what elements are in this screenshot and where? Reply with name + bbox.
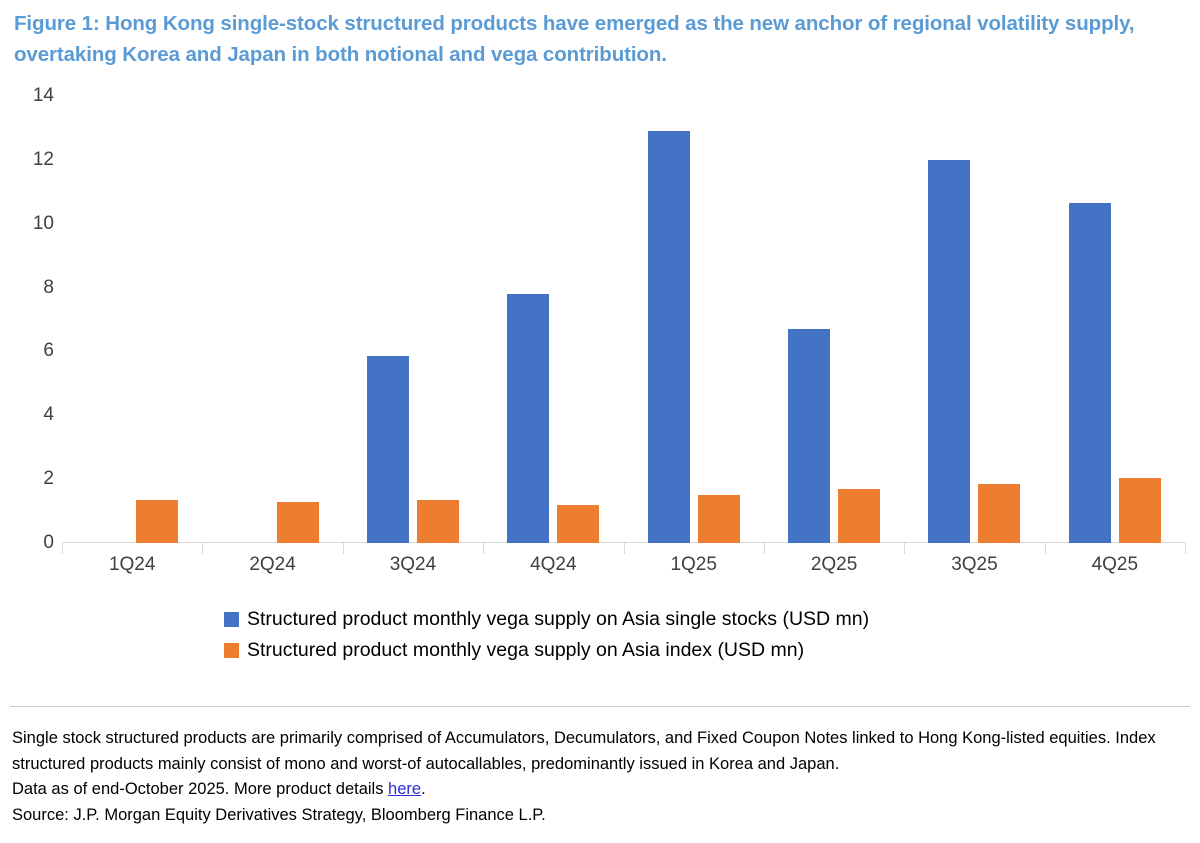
- bar-single-stocks-3Q24: [366, 356, 409, 543]
- y-tick-label: 8: [43, 276, 54, 298]
- bar-index-1Q25: [697, 495, 740, 543]
- x-axis-tick-mark: [904, 543, 906, 554]
- bar-index-1Q24: [136, 499, 179, 543]
- y-tick-label: 4: [43, 404, 54, 426]
- chart-legend: Structured product monthly vega supply o…: [0, 608, 1200, 670]
- x-tick-label-2Q24: 2Q24: [249, 554, 296, 575]
- footnote-description: Single stock structured products are pri…: [12, 729, 1156, 773]
- y-tick-label: 14: [32, 85, 54, 106]
- bar-index-3Q24: [416, 499, 459, 543]
- x-axis-tick-mark: [1044, 543, 1046, 554]
- bars-layer: [62, 96, 1186, 554]
- x-axis-tick-mark: [483, 543, 485, 554]
- bar-index-3Q25: [978, 483, 1021, 543]
- bar-index-4Q25: [1118, 477, 1161, 543]
- x-tick-label-1Q24: 1Q24: [108, 554, 156, 575]
- x-axis-tick-mark: [1185, 543, 1186, 554]
- legend-label-index: Structured product monthly vega supply o…: [247, 639, 805, 661]
- x-axis-tick-mark: [342, 543, 344, 554]
- x-tick-label-2Q25: 2Q25: [810, 554, 858, 575]
- x-tick-label-1Q25: 1Q25: [670, 554, 717, 575]
- bar-index-4Q24: [557, 504, 600, 543]
- bar-group: [483, 96, 623, 543]
- x-tick-label-4Q24: 4Q24: [530, 554, 577, 575]
- legend-swatch-icon-single-stocks: [224, 612, 239, 627]
- x-axis-tick-mark: [623, 543, 625, 554]
- bar-index-2Q24: [276, 501, 319, 543]
- chart-area: 0 2 4 6 8 10 12 14 1Q24 2Q24 3Q24 4Q24 1Q25 2Q25 3Q25…: [0, 85, 1200, 596]
- bar-single-stocks-3Q25: [928, 159, 971, 543]
- y-tick-label: 6: [43, 340, 54, 362]
- footnote-divider: [10, 706, 1190, 707]
- figure-title: Figure 1: Hong Kong single-stock structu…: [14, 12, 1135, 66]
- footnote-block: Single stock structured products are pri…: [12, 726, 1188, 828]
- x-tick-label-4Q25: 4Q25: [1091, 554, 1139, 575]
- legend-label-single-stocks: Structured product monthly vega supply o…: [247, 608, 870, 630]
- bar-group: [624, 96, 764, 543]
- bar-group: [1045, 96, 1185, 543]
- x-axis-line: [62, 542, 1185, 543]
- y-tick-label: 0: [43, 532, 54, 553]
- footnote-here-link[interactable]: here: [388, 780, 422, 798]
- footnote-source: Source: J.P. Morgan Equity Derivatives S…: [12, 805, 546, 824]
- x-axis-tick-mark: [202, 543, 204, 554]
- bar-group: [343, 96, 483, 543]
- footnote-data-asof: Data as of end-October 2025. More produc…: [12, 780, 389, 798]
- x-axis-tick-labels: 1Q24 2Q24 3Q24 4Q24 1Q25 2Q25 3Q25 4Q25: [62, 554, 1185, 588]
- bar-index-2Q25: [838, 488, 881, 543]
- legend-item-index: Structured product monthly vega supply o…: [0, 639, 1200, 662]
- bar-single-stocks-4Q24: [507, 293, 550, 543]
- bar-single-stocks-1Q25: [647, 131, 690, 543]
- legend-item-single-stocks: Structured product monthly vega supply o…: [0, 608, 1200, 631]
- x-tick-label-3Q24: 3Q24: [389, 554, 437, 575]
- y-tick-label: 2: [43, 468, 54, 490]
- bar-group: [202, 96, 342, 543]
- footnote-period: .: [421, 780, 426, 798]
- x-axis-tick-mark: [763, 543, 765, 554]
- legend-swatch-icon-index: [224, 643, 239, 658]
- bar-group: [62, 96, 202, 543]
- x-tick-label-3Q25: 3Q25: [951, 554, 998, 575]
- bar-single-stocks-4Q25: [1068, 202, 1111, 543]
- bar-group: [764, 96, 904, 543]
- x-axis-tick-mark: [62, 543, 63, 554]
- y-tick-label: 10: [32, 212, 54, 234]
- y-axis-tick-labels: 0 2 4 6 8 10 12 14: [8, 85, 54, 553]
- bar-group: [904, 96, 1044, 543]
- y-tick-label: 12: [32, 148, 54, 170]
- bar-single-stocks-2Q25: [788, 329, 831, 543]
